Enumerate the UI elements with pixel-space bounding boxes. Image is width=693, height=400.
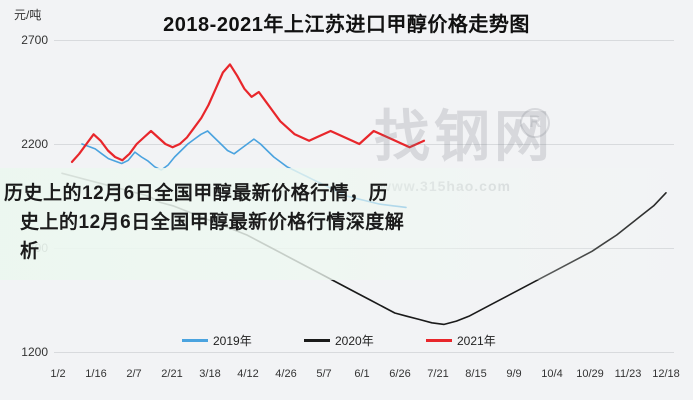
y-tick-label: 1200	[21, 345, 48, 359]
overlay-gradient	[0, 168, 693, 280]
overlay-line-3: 析	[20, 241, 40, 262]
legend-swatch-2019	[182, 339, 208, 342]
legend-item-2020: 2020年	[304, 332, 374, 349]
x-tick-label: 7/21	[427, 368, 449, 380]
legend-label-2021: 2021年	[457, 334, 496, 348]
y-tick-label: 2200	[21, 137, 48, 151]
legend-item-2021: 2021年	[426, 332, 496, 349]
series-line-2021年	[70, 63, 426, 163]
x-tick-label: 2/21	[161, 368, 183, 380]
gridline	[54, 352, 674, 353]
chart-title: 2018-2021年上江苏进口甲醇价格走势图	[163, 14, 530, 36]
x-tick-label: 1/2	[50, 368, 66, 380]
x-tick-label: 4/12	[237, 368, 259, 380]
x-tick-label: 10/29	[576, 368, 604, 380]
gridline	[54, 40, 674, 41]
legend-label-2020: 2020年	[335, 334, 374, 348]
x-tick-label: 4/26	[275, 368, 297, 380]
gridline	[54, 144, 674, 145]
y-tick-label: 2700	[21, 33, 48, 47]
x-tick-label: 1/16	[85, 368, 107, 380]
legend-item-2019: 2019年	[182, 332, 252, 349]
overlay-line-2: 史上的12月6日全国甲醇最新价格行情深度解	[20, 212, 405, 233]
x-tick-label: 9/9	[506, 368, 522, 380]
x-tick-label: 6/1	[354, 368, 370, 380]
x-tick-label: 12/18	[652, 368, 680, 380]
x-tick-label: 11/23	[614, 368, 642, 380]
y-axis-unit-label: 元/吨	[14, 8, 42, 22]
x-tick-label: 10/4	[541, 368, 563, 380]
x-tick-label: 6/26	[389, 368, 411, 380]
x-tick-label: 5/7	[316, 368, 332, 380]
legend: 2019年 2020年 2021年	[54, 332, 674, 350]
x-tick-label: 2/7	[126, 368, 142, 380]
x-tick-label: 3/18	[199, 368, 221, 380]
legend-swatch-2020	[304, 339, 330, 342]
x-tick-label: 8/15	[465, 368, 487, 380]
legend-label-2019: 2019年	[213, 334, 252, 348]
legend-swatch-2021	[426, 339, 452, 342]
overlay-line-1: 历史上的12月6日全国甲醇最新价格行情，历	[4, 183, 389, 204]
